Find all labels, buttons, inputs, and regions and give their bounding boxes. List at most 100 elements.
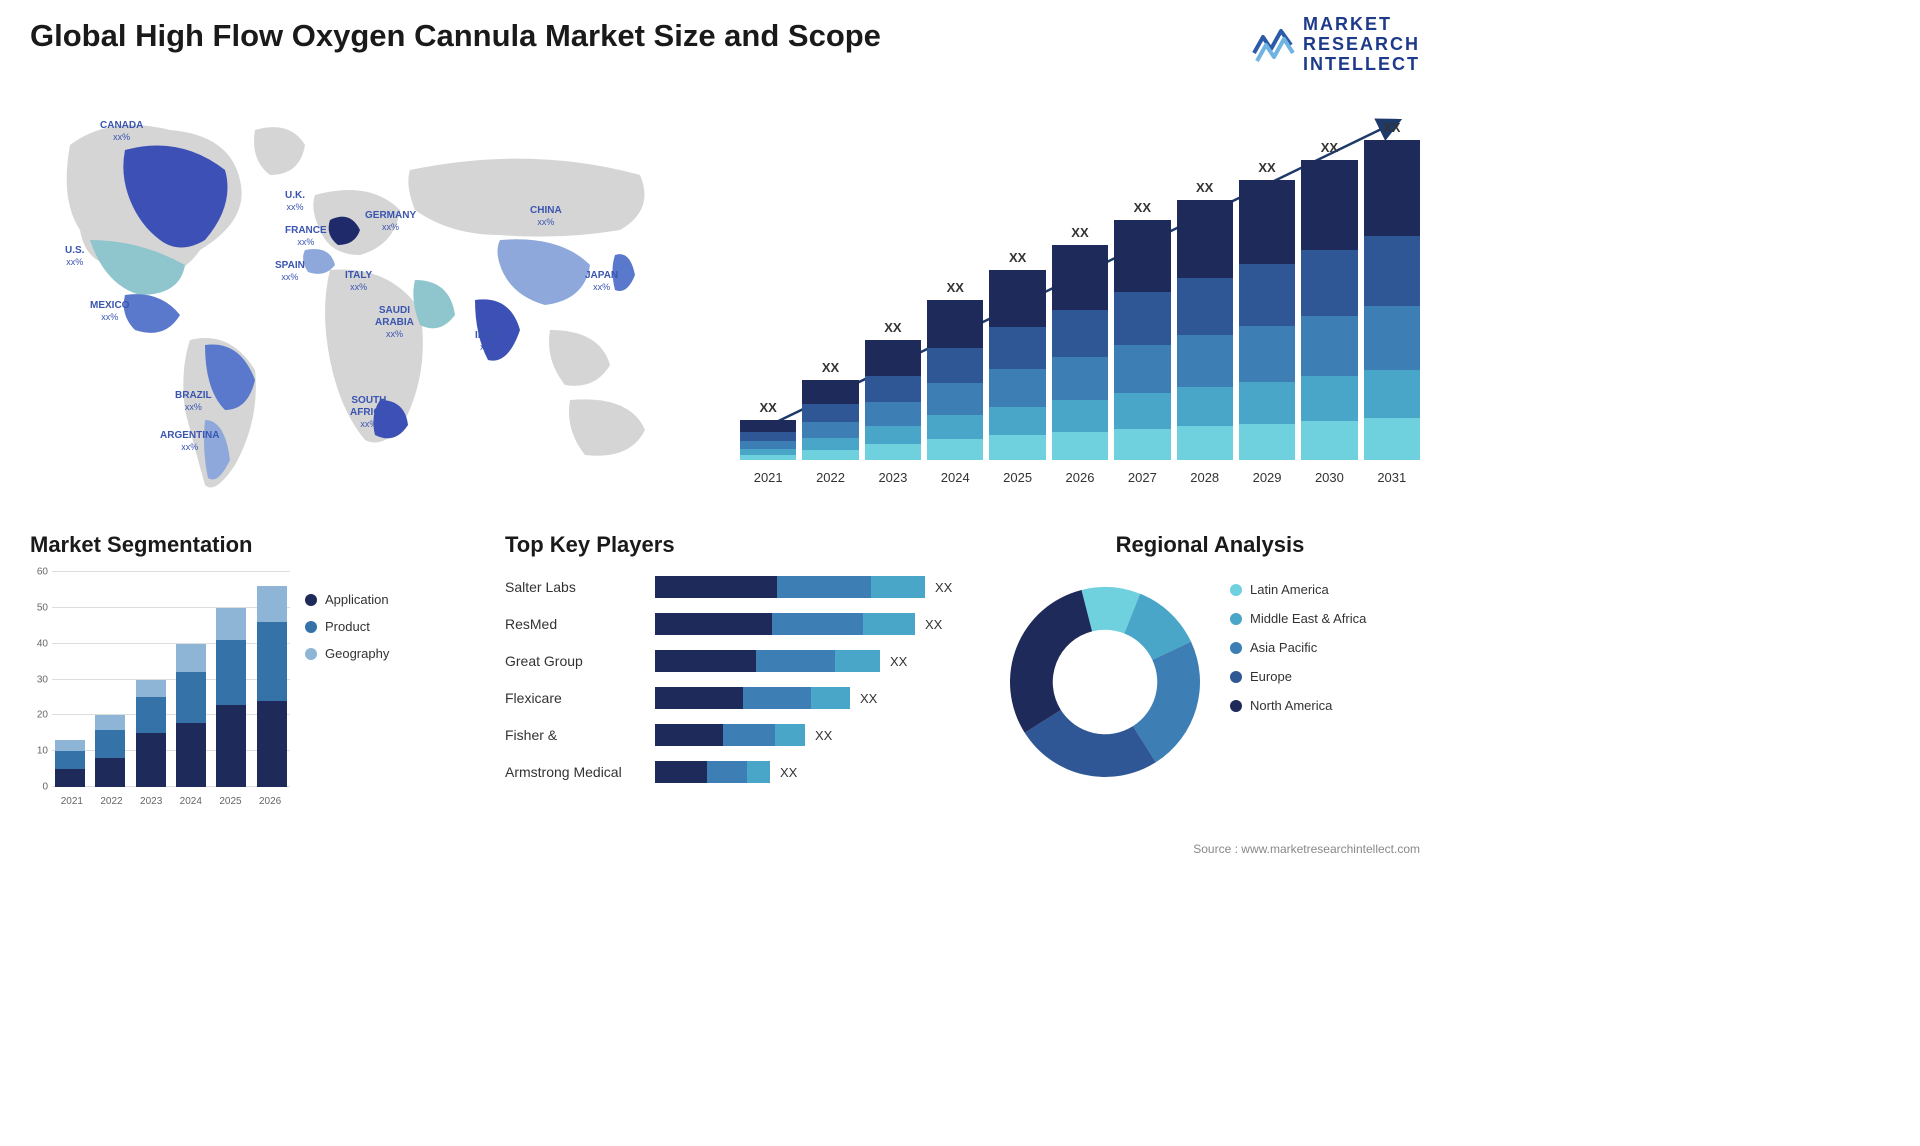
forecast-bar: XX xyxy=(1114,220,1170,460)
map-label: JAPANxx% xyxy=(585,270,618,294)
players-panel: Top Key Players Salter LabsXXResMedXXGre… xyxy=(505,532,975,822)
player-row: Armstrong Medical XX xyxy=(505,755,975,789)
map-label: BRAZILxx% xyxy=(175,390,212,414)
segmentation-panel: Market Segmentation 0102030405060 202120… xyxy=(30,532,475,822)
brand-logo: MARKET RESEARCH INTELLECT xyxy=(1251,15,1420,74)
segmentation-chart: 0102030405060 202120222023202420252026 xyxy=(30,572,290,807)
forecast-year-label: 2028 xyxy=(1177,470,1233,485)
map-label: CANADAxx% xyxy=(100,120,143,144)
legend-item: North America xyxy=(1230,698,1366,713)
forecast-year-label: 2024 xyxy=(927,470,983,485)
forecast-bar-value: XX xyxy=(1052,225,1108,240)
map-label: SOUTHAFRICAxx% xyxy=(350,395,388,431)
regional-donut xyxy=(1000,577,1210,787)
player-name: Armstrong Medical xyxy=(505,764,655,780)
logo-line2: RESEARCH xyxy=(1303,35,1420,55)
player-name: Fisher & xyxy=(505,727,655,743)
source-attribution: Source : www.marketresearchintellect.com xyxy=(1193,842,1420,856)
player-bar xyxy=(655,724,805,746)
forecast-bar: XX xyxy=(802,380,858,460)
players-title: Top Key Players xyxy=(505,532,975,558)
player-row: Salter Labs XX xyxy=(505,570,975,604)
forecast-year-label: 2026 xyxy=(1052,470,1108,485)
forecast-bar-value: XX xyxy=(865,320,921,335)
player-bar xyxy=(655,650,880,672)
legend-item: Geography xyxy=(305,646,389,661)
player-bar xyxy=(655,576,925,598)
player-row: ResMed XX xyxy=(505,607,975,641)
player-name: Salter Labs xyxy=(505,579,655,595)
player-row: Fisher & XX xyxy=(505,718,975,752)
forecast-bar-value: XX xyxy=(1301,140,1357,155)
segmentation-bar xyxy=(136,680,166,787)
forecast-year-label: 2022 xyxy=(802,470,858,485)
segmentation-title: Market Segmentation xyxy=(30,532,475,558)
map-label: GERMANYxx% xyxy=(365,210,416,234)
map-label: SAUDIARABIAxx% xyxy=(375,305,414,341)
player-bar xyxy=(655,761,770,783)
donut-slice xyxy=(1010,590,1092,733)
player-name: Flexicare xyxy=(505,690,655,706)
logo-line3: INTELLECT xyxy=(1303,55,1420,75)
forecast-bar: XX xyxy=(1239,180,1295,460)
map-label: U.K.xx% xyxy=(285,190,305,214)
forecast-bar: XX xyxy=(1052,245,1108,460)
legend-item: Latin America xyxy=(1230,582,1366,597)
forecast-year-label: 2021 xyxy=(740,470,796,485)
forecast-bar-value: XX xyxy=(1239,160,1295,175)
forecast-bar-value: XX xyxy=(989,250,1045,265)
forecast-bar-value: XX xyxy=(1177,180,1233,195)
forecast-bar-value: XX xyxy=(802,360,858,375)
map-label: U.S.xx% xyxy=(65,245,84,269)
segmentation-legend: ApplicationProductGeography xyxy=(305,592,389,673)
forecast-bar-value: XX xyxy=(1364,120,1420,135)
forecast-bar: XX xyxy=(1177,200,1233,460)
player-value: XX xyxy=(935,580,952,595)
player-value: XX xyxy=(925,617,942,632)
forecast-bar-value: XX xyxy=(740,400,796,415)
forecast-bar-value: XX xyxy=(1114,200,1170,215)
logo-line1: MARKET xyxy=(1303,15,1420,35)
segmentation-bar xyxy=(95,715,125,787)
forecast-bar: XX xyxy=(927,300,983,460)
forecast-chart: XXXXXXXXXXXXXXXXXXXXXX 20212022202320242… xyxy=(740,100,1420,490)
segmentation-bar xyxy=(55,740,85,787)
map-label: CHINAxx% xyxy=(530,205,562,229)
forecast-year-label: 2025 xyxy=(989,470,1045,485)
player-name: ResMed xyxy=(505,616,655,632)
segmentation-bar xyxy=(257,586,287,787)
forecast-bar-value: XX xyxy=(927,280,983,295)
map-label: SPAINxx% xyxy=(275,260,305,284)
legend-item: Middle East & Africa xyxy=(1230,611,1366,626)
legend-item: Europe xyxy=(1230,669,1366,684)
forecast-year-label: 2023 xyxy=(865,470,921,485)
player-value: XX xyxy=(815,728,832,743)
forecast-bar: XX xyxy=(1364,140,1420,460)
forecast-year-label: 2029 xyxy=(1239,470,1295,485)
legend-item: Asia Pacific xyxy=(1230,640,1366,655)
player-bar xyxy=(655,687,850,709)
player-value: XX xyxy=(780,765,797,780)
regional-title: Regional Analysis xyxy=(1000,532,1420,558)
player-row: Flexicare XX xyxy=(505,681,975,715)
map-label: ARGENTINAxx% xyxy=(160,430,219,454)
player-value: XX xyxy=(860,691,877,706)
logo-icon xyxy=(1251,23,1295,67)
map-label: INDIAxx% xyxy=(475,330,502,354)
forecast-bar: XX xyxy=(1301,160,1357,460)
map-label: ITALYxx% xyxy=(345,270,372,294)
player-row: Great GroupXX xyxy=(505,644,975,678)
player-value: XX xyxy=(890,654,907,669)
map-label: MEXICOxx% xyxy=(90,300,129,324)
segmentation-bar xyxy=(176,644,206,787)
page-title: Global High Flow Oxygen Cannula Market S… xyxy=(30,18,881,54)
forecast-bar: XX xyxy=(989,270,1045,460)
segmentation-bar xyxy=(216,608,246,787)
player-bar xyxy=(655,613,915,635)
forecast-bar: XX xyxy=(740,420,796,460)
regional-panel: Regional Analysis Latin America Middle Ea… xyxy=(1000,532,1420,822)
forecast-year-label: 2030 xyxy=(1301,470,1357,485)
players-list: Salter LabsXXResMedXXGreat GroupXXFlexic… xyxy=(505,570,975,789)
forecast-year-label: 2031 xyxy=(1364,470,1420,485)
forecast-bar: XX xyxy=(865,340,921,460)
